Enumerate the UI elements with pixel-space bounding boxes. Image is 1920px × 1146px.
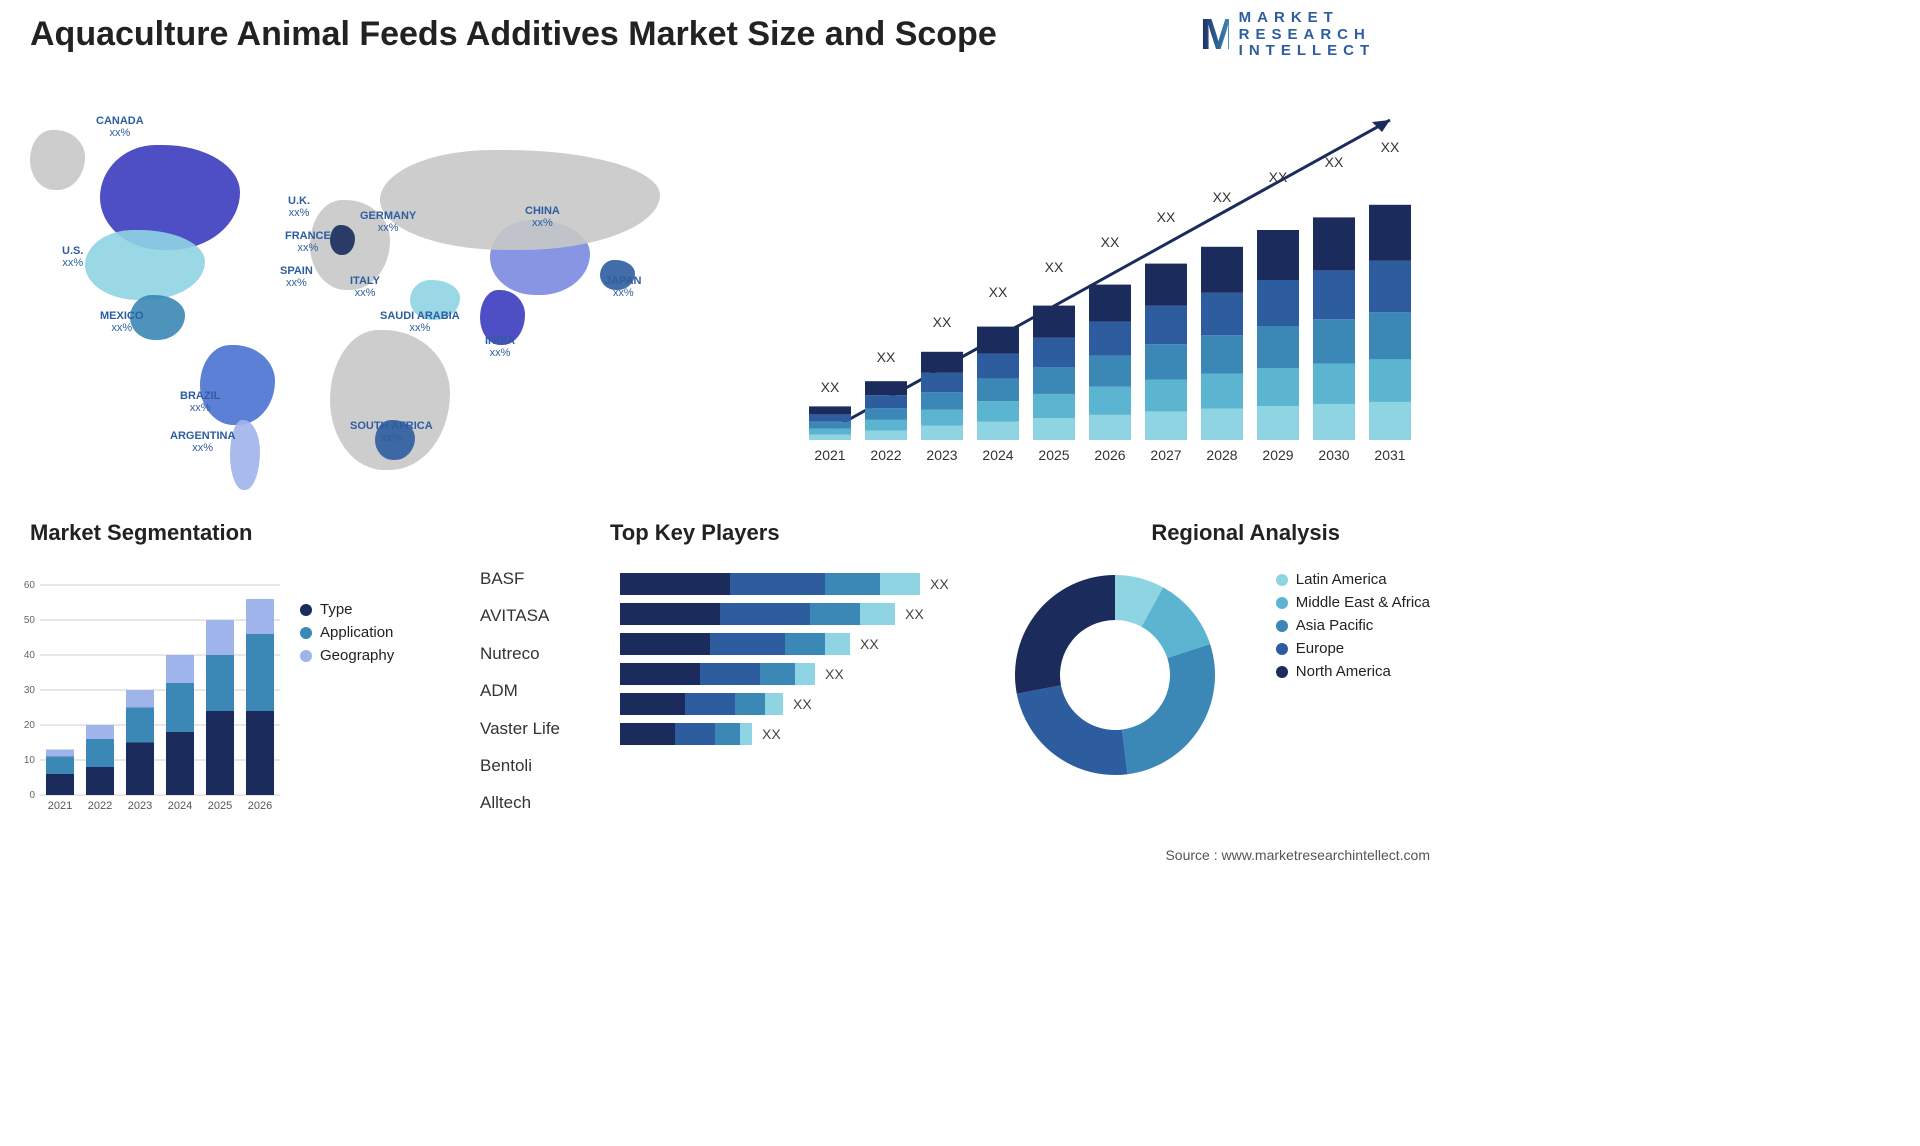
segmentation-legend-item: Type [300,601,394,618]
regional-legend-item: Latin America [1276,571,1430,588]
map-country-label: CHINAxx% [525,205,560,229]
map-region-blob [380,150,660,250]
svg-text:XX: XX [1213,189,1232,205]
source-label: Source : www.marketresearchintellect.com [1165,847,1430,863]
map-country-label: JAPANxx% [605,275,641,299]
svg-text:2030: 2030 [1318,447,1349,463]
keyplayer-name: Alltech [480,784,560,821]
map-country-label: INDIAxx% [485,335,515,359]
brand-logo: M MARKET RESEARCH INTELLECT [1200,10,1430,60]
svg-text:XX: XX [877,349,896,365]
map-country-label: U.K.xx% [288,195,310,219]
segmentation-legend: Type Application Geography [300,595,394,670]
world-map-region: CANADAxx% U.S.xx% MEXICOxx% BRAZILxx% ARGENT… [30,90,710,490]
svg-text:XX: XX [933,314,952,330]
svg-text:XX: XX [989,284,1008,300]
svg-text:2026: 2026 [1094,447,1125,463]
svg-text:2027: 2027 [1150,447,1181,463]
svg-text:2021: 2021 [814,447,845,463]
keyplayer-bar-row: XX [620,723,970,745]
keyplayer-name: ADM [480,672,560,709]
segmentation-legend-item: Geography [300,647,394,664]
map-country-label: SOUTH AFRICAxx% [350,420,433,444]
svg-text:2024: 2024 [168,800,192,812]
keyplayer-bar-row: XX [620,633,970,655]
svg-text:20: 20 [24,720,36,731]
keyplayer-name: Nutreco [480,635,560,672]
svg-text:10: 10 [24,755,36,766]
keyplayer-bar-row: XX [620,693,970,715]
regional-donut [1000,560,1230,790]
svg-text:2026: 2026 [248,800,272,812]
segmentation-legend-item: Application [300,624,394,641]
keyplayer-bar-row: XX [620,663,970,685]
logo-line-2: RESEARCH [1239,27,1376,44]
keyplayers-bars: XX XX XX XX XX XX [620,565,970,845]
map-country-label: GERMANYxx% [360,210,416,234]
keyplayer-name: AVITASA [480,597,560,634]
svg-text:2022: 2022 [870,447,901,463]
keyplayer-bar-row: XX [620,573,970,595]
map-country-label: BRAZILxx% [180,390,220,414]
svg-text:0: 0 [29,790,35,801]
svg-text:2025: 2025 [208,800,232,812]
svg-text:XX: XX [1269,169,1288,185]
svg-text:40: 40 [24,650,36,661]
map-country-label: SPAINxx% [280,265,313,289]
svg-text:50: 50 [24,615,36,626]
svg-text:2023: 2023 [128,800,152,812]
logo-mark-icon: M [1200,10,1229,60]
map-region-blob [30,130,85,190]
svg-text:2029: 2029 [1262,447,1293,463]
svg-text:2031: 2031 [1374,447,1405,463]
map-country-label: SAUDI ARABIAxx% [380,310,460,334]
svg-text:2028: 2028 [1206,447,1237,463]
svg-text:30: 30 [24,685,36,696]
logo-line-1: MARKET [1239,10,1376,27]
map-country-label: ARGENTINAxx% [170,430,235,454]
regional-legend-item: Europe [1276,640,1430,657]
svg-text:2022: 2022 [88,800,112,812]
keyplayer-bar-row: XX [620,603,970,625]
keyplayers-list: BASFAVITASANutrecoADMVaster LifeBentoliA… [480,560,560,822]
map-country-label: ITALYxx% [350,275,380,299]
svg-text:60: 60 [24,580,36,591]
svg-text:XX: XX [1101,234,1120,250]
map-country-label: FRANCExx% [285,230,331,254]
svg-text:XX: XX [1157,209,1176,225]
logo-line-3: INTELLECT [1239,43,1376,60]
keyplayer-name: BASF [480,560,560,597]
regional-legend-item: Middle East & Africa [1276,594,1430,611]
page-title: Aquaculture Animal Feeds Additives Marke… [30,15,997,54]
svg-text:2025: 2025 [1038,447,1069,463]
segmentation-title: Market Segmentation [30,520,253,546]
svg-text:XX: XX [1381,139,1400,155]
svg-text:XX: XX [1045,259,1064,275]
keyplayer-name: Bentoli [480,747,560,784]
map-country-label: CANADAxx% [96,115,144,139]
svg-text:2024: 2024 [982,447,1013,463]
svg-text:XX: XX [1325,154,1344,170]
regional-legend-item: Asia Pacific [1276,617,1430,634]
map-country-label: MEXICOxx% [100,310,143,334]
keyplayers-title: Top Key Players [610,520,780,546]
keyplayer-name: Vaster Life [480,710,560,747]
map-country-label: U.S.xx% [62,245,83,269]
regional-title: Regional Analysis [1151,520,1340,546]
svg-text:2023: 2023 [926,447,957,463]
regional-legend: Latin America Middle East & Africa Asia Pa… [1276,565,1430,686]
svg-text:2021: 2021 [48,800,72,812]
regional-legend-item: North America [1276,663,1430,680]
market-size-chart: XX 2021 XX 2022 XX 2023 XX 2024 XX 2025 XX 2026 XX 20… [790,100,1430,480]
svg-text:XX: XX [821,379,840,395]
map-region-blob [85,230,205,300]
